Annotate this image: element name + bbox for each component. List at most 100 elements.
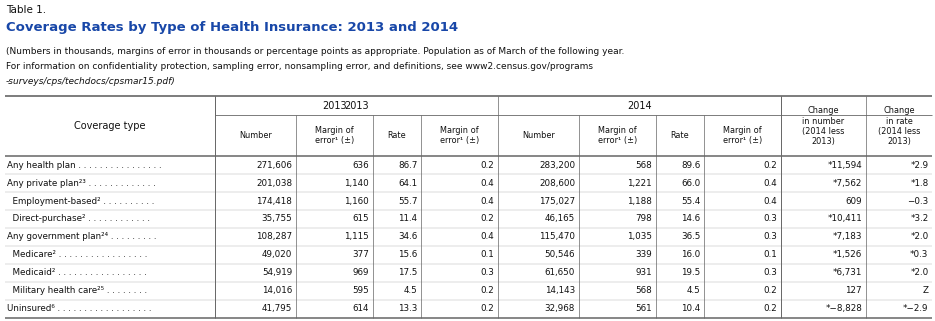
Text: 0.2: 0.2 xyxy=(764,304,777,313)
Text: 969: 969 xyxy=(352,268,369,277)
Text: *11,594: *11,594 xyxy=(827,160,862,169)
Text: Margin of
error¹ (±): Margin of error¹ (±) xyxy=(439,126,479,145)
Text: 10.4: 10.4 xyxy=(682,304,700,313)
Text: *−2.9: *−2.9 xyxy=(903,304,928,313)
Text: *3.2: *3.2 xyxy=(910,214,928,223)
Text: *1,526: *1,526 xyxy=(833,250,862,259)
Text: 0.3: 0.3 xyxy=(763,214,777,223)
Text: 1,115: 1,115 xyxy=(344,232,369,241)
Text: 561: 561 xyxy=(635,304,652,313)
Text: 0.3: 0.3 xyxy=(763,232,777,241)
Text: Any government plan²⁴ . . . . . . . . .: Any government plan²⁴ . . . . . . . . . xyxy=(7,232,157,241)
Text: Coverage type: Coverage type xyxy=(74,121,146,131)
Text: *10,411: *10,411 xyxy=(827,214,862,223)
Text: 14,143: 14,143 xyxy=(545,286,575,295)
Text: Margin of
error¹ (±): Margin of error¹ (±) xyxy=(597,126,637,145)
Text: 64.1: 64.1 xyxy=(398,178,417,187)
Text: Medicaid² . . . . . . . . . . . . . . . . .: Medicaid² . . . . . . . . . . . . . . . … xyxy=(7,268,147,277)
Text: 201,038: 201,038 xyxy=(256,178,292,187)
Text: 35,755: 35,755 xyxy=(261,214,292,223)
Text: 798: 798 xyxy=(635,214,652,223)
Text: Number: Number xyxy=(522,131,554,140)
Text: 283,200: 283,200 xyxy=(539,160,575,169)
Text: 17.5: 17.5 xyxy=(398,268,417,277)
Text: 568: 568 xyxy=(635,286,652,295)
Text: Coverage Rates by Type of Health Insurance: 2013 and 2014: Coverage Rates by Type of Health Insuran… xyxy=(6,21,458,34)
Text: Medicare² . . . . . . . . . . . . . . . . .: Medicare² . . . . . . . . . . . . . . . … xyxy=(7,250,148,259)
Text: 595: 595 xyxy=(352,286,369,295)
Text: 19.5: 19.5 xyxy=(682,268,700,277)
Text: 32,968: 32,968 xyxy=(545,304,575,313)
Text: 0.4: 0.4 xyxy=(764,196,777,205)
Text: 16.0: 16.0 xyxy=(682,250,700,259)
Text: 55.7: 55.7 xyxy=(398,196,417,205)
Text: 86.7: 86.7 xyxy=(398,160,417,169)
Text: 127: 127 xyxy=(845,286,862,295)
Text: 1,160: 1,160 xyxy=(344,196,369,205)
Text: 14,016: 14,016 xyxy=(262,286,292,295)
Text: 1,221: 1,221 xyxy=(627,178,652,187)
Text: Military health care²⁵ . . . . . . . .: Military health care²⁵ . . . . . . . . xyxy=(7,286,148,295)
Text: 614: 614 xyxy=(352,304,369,313)
Text: 0.2: 0.2 xyxy=(481,286,495,295)
Text: Z: Z xyxy=(923,286,928,295)
Text: 0.2: 0.2 xyxy=(764,160,777,169)
Text: Any health plan . . . . . . . . . . . . . . . .: Any health plan . . . . . . . . . . . . … xyxy=(7,160,162,169)
Text: Direct-purchase² . . . . . . . . . . . .: Direct-purchase² . . . . . . . . . . . . xyxy=(7,214,151,223)
Text: 0.3: 0.3 xyxy=(481,268,495,277)
Text: Number: Number xyxy=(239,131,272,140)
Text: 271,606: 271,606 xyxy=(256,160,292,169)
Text: 0.4: 0.4 xyxy=(481,196,495,205)
Text: *0.3: *0.3 xyxy=(910,250,928,259)
Text: 1,140: 1,140 xyxy=(344,178,369,187)
Text: 1,035: 1,035 xyxy=(626,232,652,241)
Text: 89.6: 89.6 xyxy=(682,160,700,169)
Text: 66.0: 66.0 xyxy=(682,178,700,187)
Text: 50,546: 50,546 xyxy=(544,250,575,259)
Text: 174,418: 174,418 xyxy=(256,196,292,205)
Text: For information on confidentiality protection, sampling error, nonsampling error: For information on confidentiality prote… xyxy=(6,62,593,71)
Text: 13.3: 13.3 xyxy=(398,304,417,313)
Text: Rate: Rate xyxy=(670,131,689,140)
Text: 609: 609 xyxy=(845,196,862,205)
Text: 14.6: 14.6 xyxy=(682,214,700,223)
Text: 34.6: 34.6 xyxy=(398,232,417,241)
Text: Margin of
error¹ (±): Margin of error¹ (±) xyxy=(314,126,353,145)
Text: *2.0: *2.0 xyxy=(910,232,928,241)
Text: 0.3: 0.3 xyxy=(763,268,777,277)
Text: 1,188: 1,188 xyxy=(627,196,652,205)
Text: 0.2: 0.2 xyxy=(481,304,495,313)
Text: −0.3: −0.3 xyxy=(907,196,928,205)
Text: *7,562: *7,562 xyxy=(833,178,862,187)
Text: 0.4: 0.4 xyxy=(481,178,495,187)
Text: 49,020: 49,020 xyxy=(262,250,292,259)
Text: 0.1: 0.1 xyxy=(764,250,777,259)
Text: 0.2: 0.2 xyxy=(481,214,495,223)
Text: Employment-based² . . . . . . . . . .: Employment-based² . . . . . . . . . . xyxy=(7,196,155,205)
Text: 15.6: 15.6 xyxy=(398,250,417,259)
Text: Uninsured⁶ . . . . . . . . . . . . . . . . . .: Uninsured⁶ . . . . . . . . . . . . . . .… xyxy=(7,304,152,313)
Text: 36.5: 36.5 xyxy=(681,232,700,241)
Text: 41,795: 41,795 xyxy=(262,304,292,313)
Text: 0.4: 0.4 xyxy=(481,232,495,241)
Text: 0.4: 0.4 xyxy=(764,178,777,187)
Text: 208,600: 208,600 xyxy=(539,178,575,187)
Text: Table 1.: Table 1. xyxy=(6,5,46,15)
Text: 377: 377 xyxy=(352,250,369,259)
Text: *7,183: *7,183 xyxy=(833,232,862,241)
Text: 0.2: 0.2 xyxy=(481,160,495,169)
Text: 175,027: 175,027 xyxy=(539,196,575,205)
Text: 2014: 2014 xyxy=(627,101,652,111)
Text: *−8,828: *−8,828 xyxy=(826,304,862,313)
Text: 11.4: 11.4 xyxy=(398,214,417,223)
Text: Change
in rate
(2014 less
2013): Change in rate (2014 less 2013) xyxy=(878,106,920,146)
Text: 0.1: 0.1 xyxy=(481,250,495,259)
Text: -surveys/cps/techdocs/cpsmar15.pdf): -surveys/cps/techdocs/cpsmar15.pdf) xyxy=(6,77,176,86)
Text: 615: 615 xyxy=(352,214,369,223)
Text: 61,650: 61,650 xyxy=(545,268,575,277)
Text: 55.4: 55.4 xyxy=(681,196,700,205)
Text: *6,731: *6,731 xyxy=(833,268,862,277)
Text: Rate: Rate xyxy=(387,131,406,140)
Text: 4.5: 4.5 xyxy=(686,286,700,295)
Text: 54,919: 54,919 xyxy=(262,268,292,277)
